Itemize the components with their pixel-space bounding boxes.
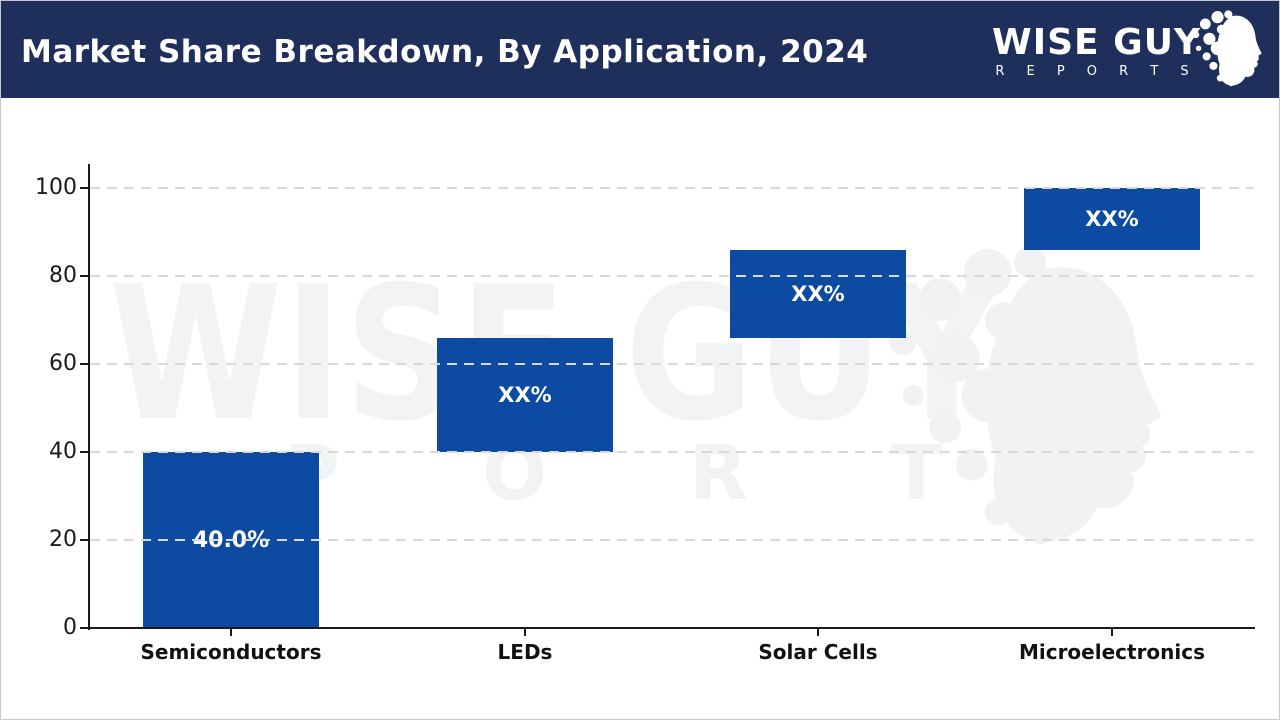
gridline-100 [90, 187, 1254, 189]
brand-head-icon [1192, 10, 1262, 87]
y-tick-label: 80 [49, 263, 77, 288]
bar-solar-cells: XX% [730, 249, 906, 338]
y-tick-mark [80, 451, 88, 453]
bar-microelectronics: XX% [1024, 188, 1200, 250]
x-axis [88, 627, 1255, 629]
gridline-60 [90, 363, 1254, 365]
category-label-semiconductors: Semiconductors [140, 640, 322, 664]
x-tick-mark [817, 629, 819, 636]
bar-value-label: XX% [1085, 206, 1139, 231]
bar-value-label: XX% [791, 281, 845, 306]
brand-name: WISE GUY [991, 21, 1201, 63]
bar-value-label: XX% [498, 382, 552, 407]
watermark-head-icon [889, 246, 1161, 545]
y-tick-label: 60 [49, 351, 77, 376]
x-tick-mark [1111, 629, 1113, 636]
y-tick-label: 0 [63, 615, 77, 640]
brand-tagline: R E P O R T S [995, 63, 1198, 79]
brand-logo: WISE GUY R E P O R T S [992, 9, 1267, 93]
y-tick-mark [80, 539, 88, 541]
y-tick-mark [80, 275, 88, 277]
x-tick-mark [524, 629, 526, 636]
brand-logo-text: WISE GUY R E P O R T S [991, 21, 1201, 79]
y-tick-label: 20 [49, 527, 77, 552]
x-tick-mark [230, 629, 232, 636]
y-axis [88, 164, 90, 630]
y-tick-mark [80, 363, 88, 365]
gridline-80 [90, 275, 1254, 277]
y-tick-label: 100 [35, 175, 77, 200]
y-tick-mark [80, 187, 88, 189]
y-tick-mark [80, 627, 88, 629]
category-label-leds: LEDs [497, 640, 553, 664]
category-label-microelectronics: Microelectronics [1018, 640, 1206, 664]
category-label-solar-cells: Solar Cells [758, 640, 878, 664]
gridline-20 [90, 539, 1254, 541]
header: Market Share Breakdown, By Application, … [1, 1, 1279, 98]
gridline-40 [90, 451, 1254, 453]
y-tick-label: 40 [49, 439, 77, 464]
page-title: Market Share Breakdown, By Application, … [21, 34, 869, 70]
bar-leds: XX% [437, 337, 613, 452]
